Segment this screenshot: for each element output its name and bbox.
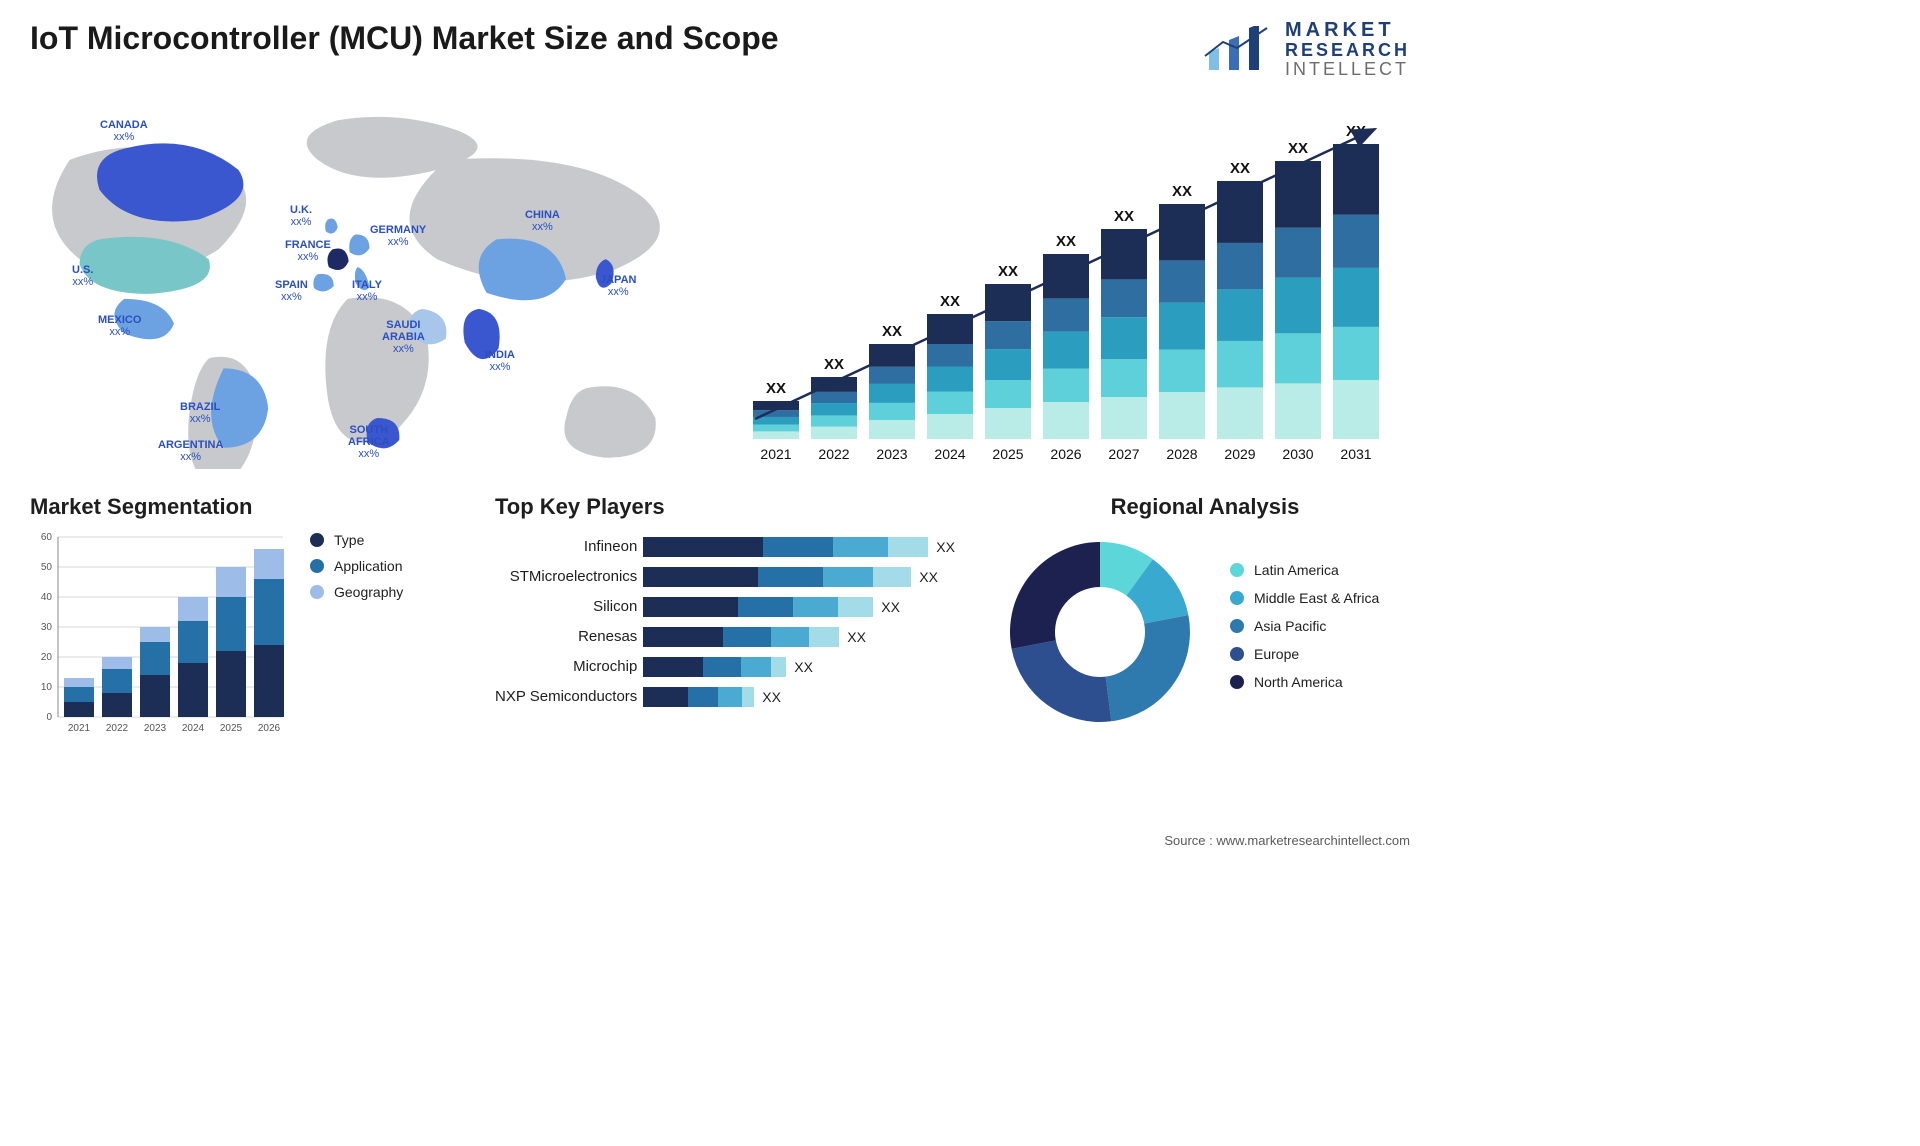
legend-item: North America xyxy=(1230,674,1379,690)
regional-panel: Regional Analysis Latin America Middle Ea… xyxy=(1000,494,1410,732)
map-label: CHINAxx% xyxy=(525,209,560,233)
regional-donut-chart xyxy=(1000,532,1200,732)
svg-text:2023: 2023 xyxy=(876,446,907,462)
players-title: Top Key Players xyxy=(495,494,975,520)
map-label: INDIAxx% xyxy=(485,349,515,373)
player-name: Silicon xyxy=(495,592,637,622)
player-name: Renesas xyxy=(495,622,637,652)
map-label: U.K.xx% xyxy=(290,204,312,228)
legend-item: Application xyxy=(310,558,403,574)
svg-text:2024: 2024 xyxy=(182,723,205,734)
svg-text:XX: XX xyxy=(998,263,1018,280)
svg-text:XX: XX xyxy=(1056,233,1076,250)
svg-text:2022: 2022 xyxy=(818,446,849,462)
player-bar-row: XX xyxy=(643,532,975,562)
player-bar-row: XX xyxy=(643,652,975,682)
player-name: Infineon xyxy=(495,532,637,562)
legend-item: Geography xyxy=(310,584,403,600)
svg-text:2029: 2029 xyxy=(1224,446,1255,462)
map-label: MEXICOxx% xyxy=(98,314,141,338)
map-label: SOUTHAFRICAxx% xyxy=(348,424,390,460)
svg-text:40: 40 xyxy=(41,592,53,603)
world-map-panel: CANADAxx% U.S.xx% MEXICOxx% BRAZILxx% ARGENT… xyxy=(30,99,705,469)
logo-icon xyxy=(1201,26,1271,72)
svg-text:2023: 2023 xyxy=(144,723,167,734)
regional-legend: Latin America Middle East & Africa Asia Pa… xyxy=(1230,562,1379,702)
svg-text:2028: 2028 xyxy=(1166,446,1197,462)
map-label: SPAINxx% xyxy=(275,279,308,303)
player-name: Microchip xyxy=(495,652,637,682)
player-value: XX xyxy=(847,629,866,645)
legend-item: Latin America xyxy=(1230,562,1379,578)
svg-text:2025: 2025 xyxy=(992,446,1023,462)
svg-text:2026: 2026 xyxy=(1050,446,1081,462)
player-name: NXP Semiconductors xyxy=(495,682,637,712)
players-names: InfineonSTMicroelectronicsSiliconRenesas… xyxy=(495,532,643,712)
svg-text:30: 30 xyxy=(41,622,53,633)
player-value: XX xyxy=(936,539,955,555)
player-bar-row: XX xyxy=(643,592,975,622)
player-value: XX xyxy=(762,689,781,705)
svg-text:XX: XX xyxy=(1114,208,1134,225)
map-label: GERMANYxx% xyxy=(370,224,426,248)
player-value: XX xyxy=(794,659,813,675)
map-label: BRAZILxx% xyxy=(180,401,220,425)
svg-text:10: 10 xyxy=(41,682,53,693)
regional-title: Regional Analysis xyxy=(1000,494,1410,520)
players-hbar-chart: XX XX XX XX XX XX xyxy=(643,532,975,712)
svg-text:XX: XX xyxy=(882,323,902,340)
logo: MARKET RESEARCH INTELLECT xyxy=(1201,20,1410,79)
svg-text:2022: 2022 xyxy=(106,723,129,734)
segmentation-title: Market Segmentation xyxy=(30,494,470,520)
player-value: XX xyxy=(881,599,900,615)
segmentation-bar-chart: 0 10 20 30 40 50 60 2021 2022 2023 2024 2025 2026 xyxy=(30,532,290,742)
legend-item: Type xyxy=(310,532,403,548)
player-bar-row: XX xyxy=(643,682,975,712)
svg-text:2021: 2021 xyxy=(68,723,91,734)
svg-text:2021: 2021 xyxy=(760,446,791,462)
svg-text:XX: XX xyxy=(940,293,960,310)
page-title: IoT Microcontroller (MCU) Market Size an… xyxy=(30,20,779,57)
map-label: ITALYxx% xyxy=(352,279,382,303)
svg-text:0: 0 xyxy=(46,712,52,723)
source-text: Source : www.marketresearchintellect.com xyxy=(1164,833,1410,848)
svg-text:2024: 2024 xyxy=(934,446,965,462)
svg-text:20: 20 xyxy=(41,652,53,663)
svg-text:XX: XX xyxy=(766,380,786,397)
logo-line2: RESEARCH xyxy=(1285,41,1410,60)
player-bar-row: XX xyxy=(643,622,975,652)
svg-text:50: 50 xyxy=(41,562,53,573)
players-panel: Top Key Players InfineonSTMicroelectroni… xyxy=(495,494,975,712)
growth-chart-panel: XX 2021 XX 2022 XX 2023 XX 2024 XX 2025 XX 2026 XX 20… xyxy=(735,99,1410,469)
legend-item: Europe xyxy=(1230,646,1379,662)
logo-line3: INTELLECT xyxy=(1285,60,1410,79)
map-label: FRANCExx% xyxy=(285,239,331,263)
player-value: XX xyxy=(919,569,938,585)
svg-text:XX: XX xyxy=(1288,140,1308,157)
map-label: CANADAxx% xyxy=(100,119,148,143)
svg-text:XX: XX xyxy=(824,356,844,373)
segmentation-legend: Type Application Geography xyxy=(310,532,403,742)
svg-text:XX: XX xyxy=(1172,183,1192,200)
svg-text:XX: XX xyxy=(1230,160,1250,177)
map-label: U.S.xx% xyxy=(72,264,93,288)
legend-item: Asia Pacific xyxy=(1230,618,1379,634)
growth-bar-chart: XX 2021 XX 2022 XX 2023 XX 2024 XX 2025 XX 2026 XX 20… xyxy=(735,99,1395,469)
svg-text:60: 60 xyxy=(41,532,53,543)
svg-text:2025: 2025 xyxy=(220,723,243,734)
map-label: SAUDIARABIAxx% xyxy=(382,319,425,355)
legend-item: Middle East & Africa xyxy=(1230,590,1379,606)
svg-text:2027: 2027 xyxy=(1108,446,1139,462)
segmentation-panel: Market Segmentation 0 10 20 30 40 50 60 2021 202… xyxy=(30,494,470,742)
map-label: JAPANxx% xyxy=(600,274,636,298)
logo-line1: MARKET xyxy=(1285,20,1410,41)
svg-text:2026: 2026 xyxy=(258,723,281,734)
svg-text:2030: 2030 xyxy=(1282,446,1313,462)
player-name: STMicroelectronics xyxy=(495,562,637,592)
player-bar-row: XX xyxy=(643,562,975,592)
map-label: ARGENTINAxx% xyxy=(158,439,223,463)
svg-text:2031: 2031 xyxy=(1340,446,1371,462)
